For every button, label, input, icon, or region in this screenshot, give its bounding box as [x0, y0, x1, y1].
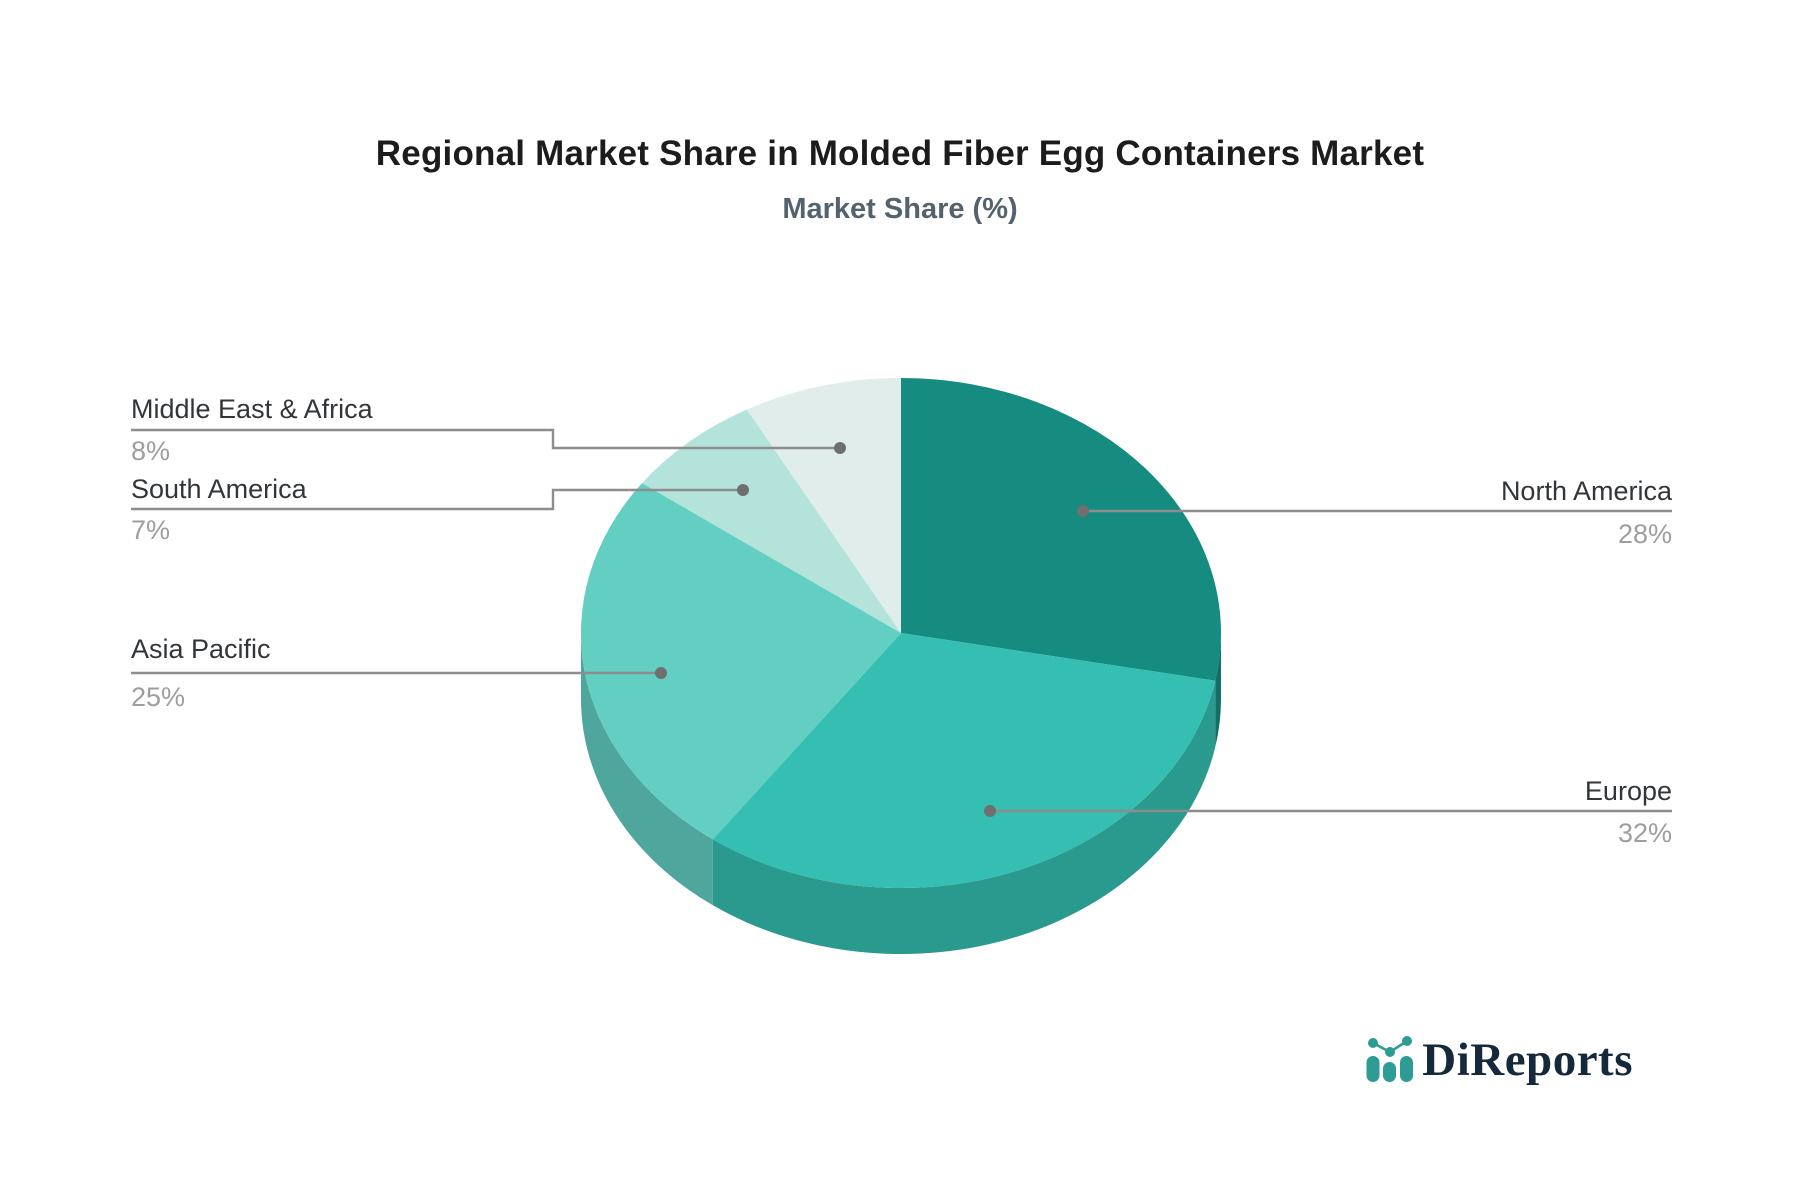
- pie-slice-side-europe: [712, 680, 1216, 954]
- chart-title: Regional Market Share in Molded Fiber Eg…: [375, 134, 1425, 173]
- callout-label-europe: Europe: [1584, 776, 1672, 806]
- pie-slice-middle-east-africa: [746, 378, 901, 633]
- callout-value-middle-east-africa: 8%: [131, 436, 171, 466]
- leader-line-south-america: [131, 488, 743, 511]
- callout-label-middle-east-africa: Middle East & Africa: [131, 394, 373, 424]
- leader-line-middle-east-africa: [131, 428, 840, 450]
- callout-label-north-america: North America: [1500, 476, 1672, 506]
- leader-dot-asia-pacific: [655, 667, 667, 679]
- callout-label-asia-pacific: Asia Pacific: [131, 634, 271, 664]
- pie-slice-south-america: [642, 409, 901, 633]
- pie-slice-side-north-america: [1215, 633, 1221, 747]
- pie-slice-side-asia-pacific: [581, 633, 713, 906]
- pie-slice-asia-pacific: [580, 483, 901, 840]
- callout-value-asia-pacific: 25%: [131, 682, 186, 712]
- callout-value-europe: 32%: [1617, 818, 1672, 848]
- direports-logo: DiReports: [1366, 1034, 1633, 1084]
- chart-subtitle: Market Share (%): [782, 193, 1018, 225]
- leader-dot-europe: [984, 805, 996, 817]
- bar-chart-logo-icon: [1366, 1036, 1414, 1082]
- leader-dot-south-america: [737, 484, 749, 496]
- leader-dot-middle-east-africa: [834, 442, 846, 454]
- brand-name: DiReports: [1422, 1034, 1633, 1086]
- callout-value-south-america: 7%: [131, 515, 171, 545]
- pie-slice-north-america: [901, 377, 1221, 681]
- callout-value-north-america: 28%: [1617, 519, 1672, 549]
- leader-dot-north-america: [1077, 505, 1089, 517]
- pie-slice-europe: [712, 633, 1216, 889]
- callout-label-south-america: South America: [131, 474, 307, 504]
